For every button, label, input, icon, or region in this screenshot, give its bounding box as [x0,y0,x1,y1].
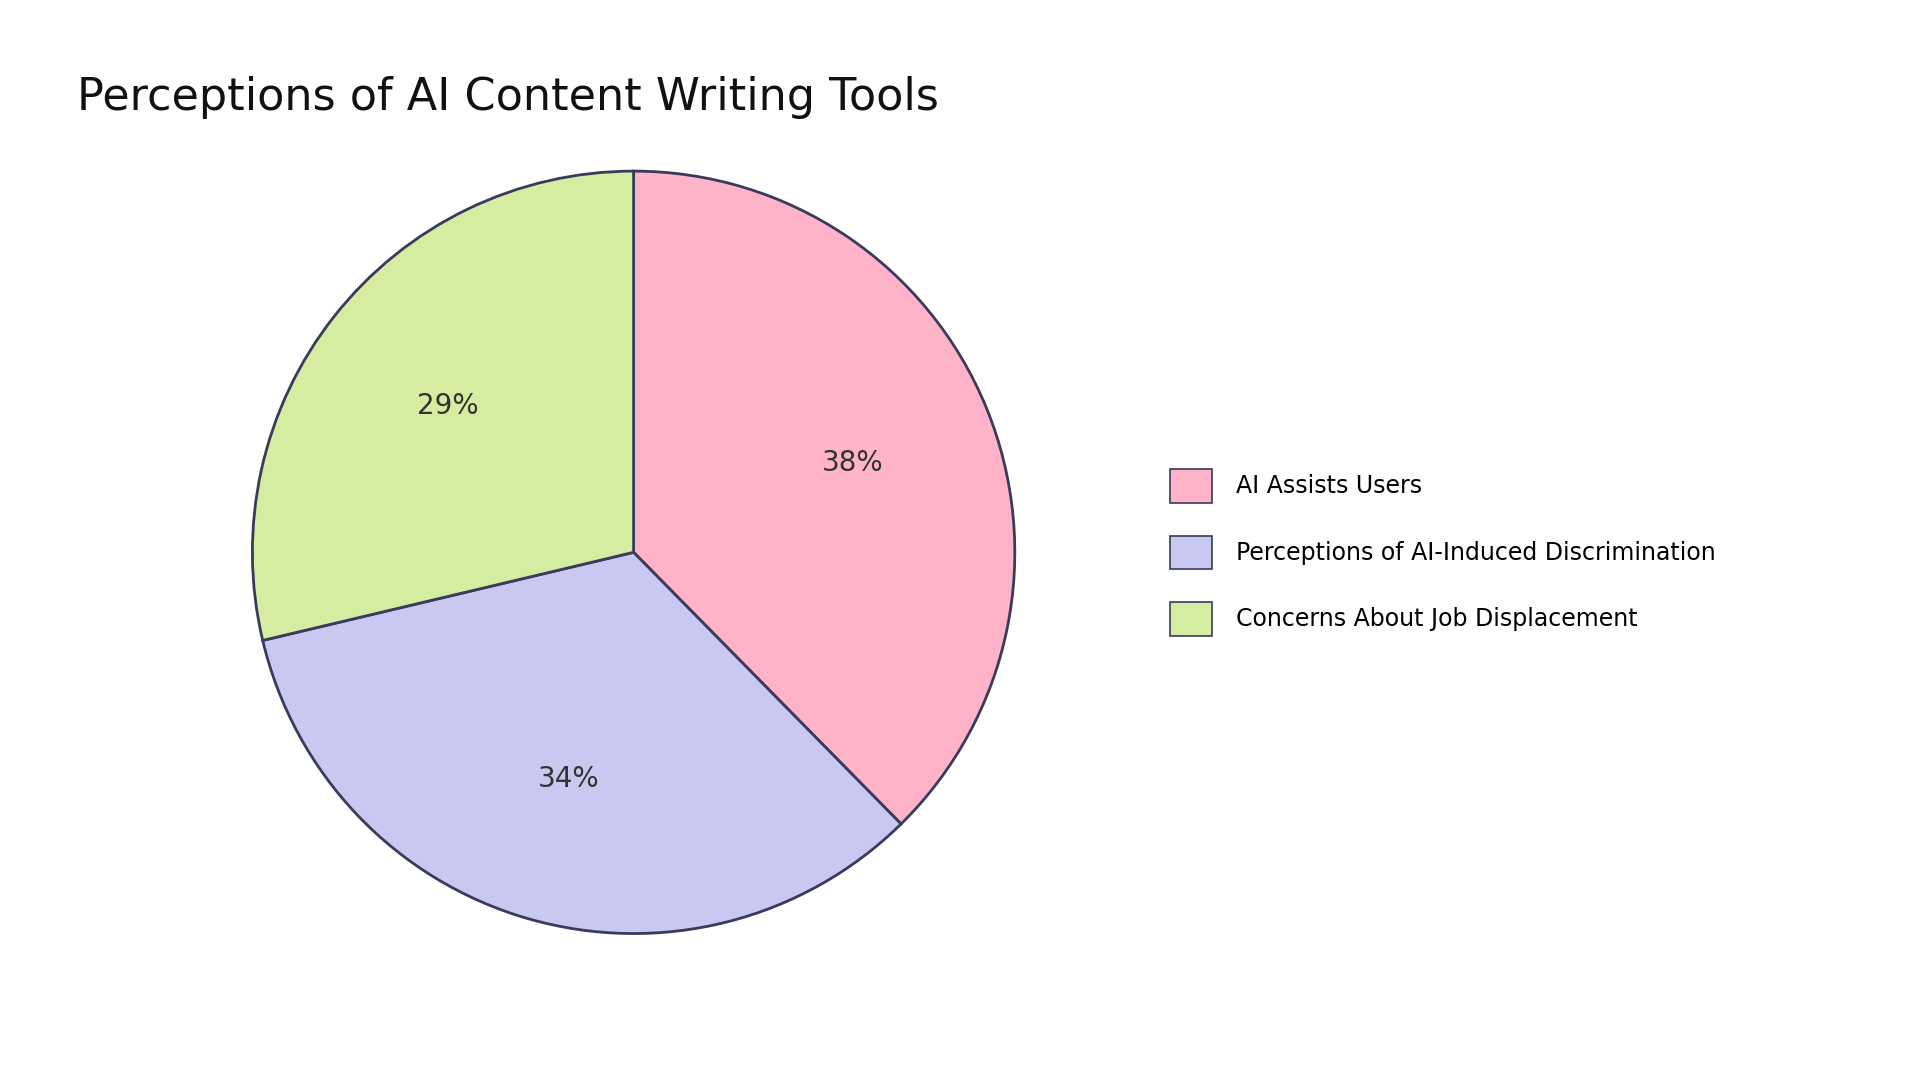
Text: 38%: 38% [822,448,883,477]
Wedge shape [263,552,900,934]
Wedge shape [634,171,1016,824]
Legend: AI Assists Users, Perceptions of AI-Induced Discrimination, Concerns About Job D: AI Assists Users, Perceptions of AI-Indu… [1169,469,1715,636]
Text: 29%: 29% [417,392,478,420]
Text: 34%: 34% [538,766,599,794]
Wedge shape [252,171,634,640]
Text: Perceptions of AI Content Writing Tools: Perceptions of AI Content Writing Tools [77,76,939,119]
